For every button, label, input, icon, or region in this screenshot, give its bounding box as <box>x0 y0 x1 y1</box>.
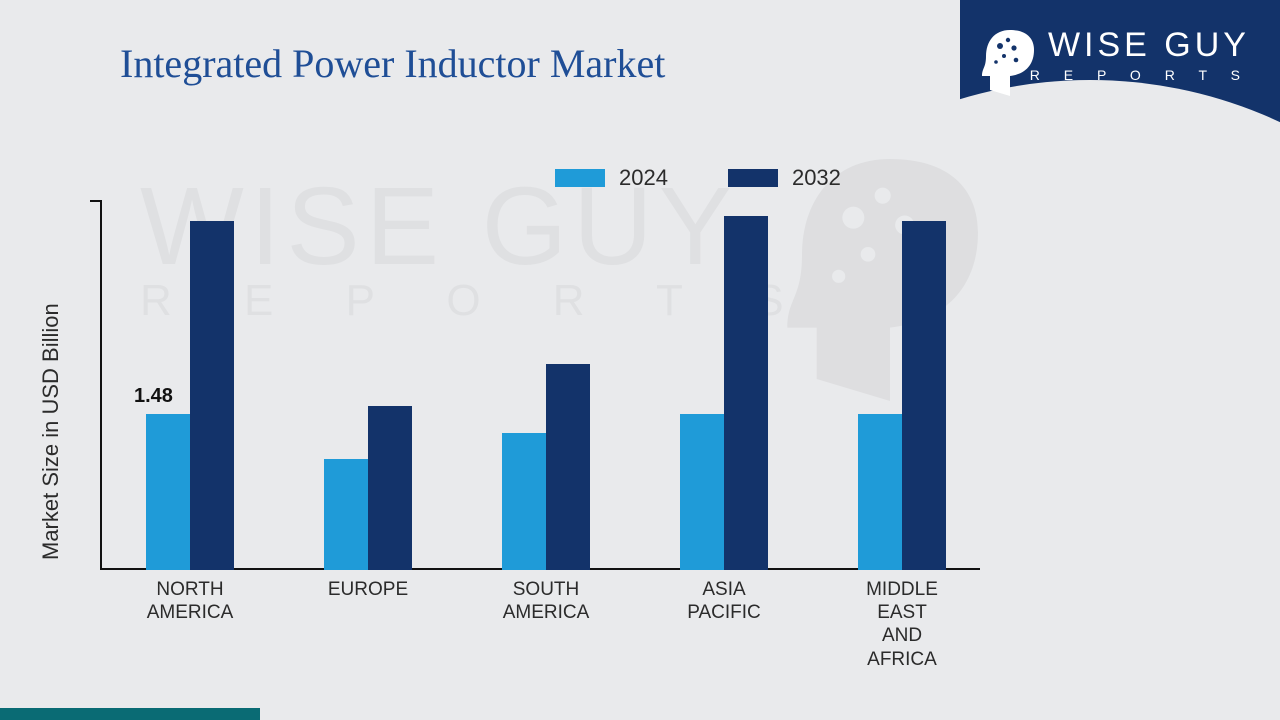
legend: 2024 2032 <box>555 165 841 191</box>
bar-2032 <box>546 364 590 570</box>
bar-2032 <box>368 406 412 570</box>
bottom-accent-bar <box>0 708 260 720</box>
bar-value-label: 1.48 <box>134 385 173 408</box>
bar-2024 <box>324 459 368 570</box>
bar-group: ASIAPACIFIC <box>664 216 784 570</box>
bar-2032 <box>190 221 234 570</box>
brand-logo: WISE GUY R E P O R T S <box>1030 28 1250 82</box>
category-label: NORTHAMERICA <box>105 570 275 624</box>
category-label: MIDDLEEASTANDAFRICA <box>817 570 987 671</box>
plot-area: NORTHAMERICAEUROPESOUTHAMERICAASIAPACIFI… <box>100 200 980 570</box>
bar-2024 <box>146 414 190 570</box>
legend-swatch-2024 <box>555 169 605 187</box>
y-axis-line <box>100 200 102 570</box>
bar-group: MIDDLEEASTANDAFRICA <box>842 221 962 570</box>
category-label: ASIAPACIFIC <box>639 570 809 624</box>
legend-label-2024: 2024 <box>619 165 668 191</box>
category-label: EUROPE <box>283 570 453 601</box>
y-axis-label: Market Size in USD Billion <box>38 303 64 560</box>
legend-item-2032: 2032 <box>728 165 841 191</box>
category-label: SOUTHAMERICA <box>461 570 631 624</box>
bar-2032 <box>724 216 768 570</box>
y-axis-top-tick <box>90 200 100 202</box>
bar-2032 <box>902 221 946 570</box>
logo-sub-text: R E P O R T S <box>1030 68 1250 82</box>
legend-item-2024: 2024 <box>555 165 668 191</box>
chart-stage: Integrated Power Inductor Market WISE GU… <box>0 0 1280 720</box>
bar-group: EUROPE <box>308 406 428 570</box>
bar-2024 <box>858 414 902 570</box>
legend-label-2032: 2032 <box>792 165 841 191</box>
logo-main-text: WISE GUY <box>1030 28 1250 62</box>
bar-group: SOUTHAMERICA <box>486 364 606 570</box>
legend-swatch-2032 <box>728 169 778 187</box>
bar-2024 <box>680 414 724 570</box>
bar-2024 <box>502 433 546 570</box>
chart-title: Integrated Power Inductor Market <box>120 40 665 87</box>
